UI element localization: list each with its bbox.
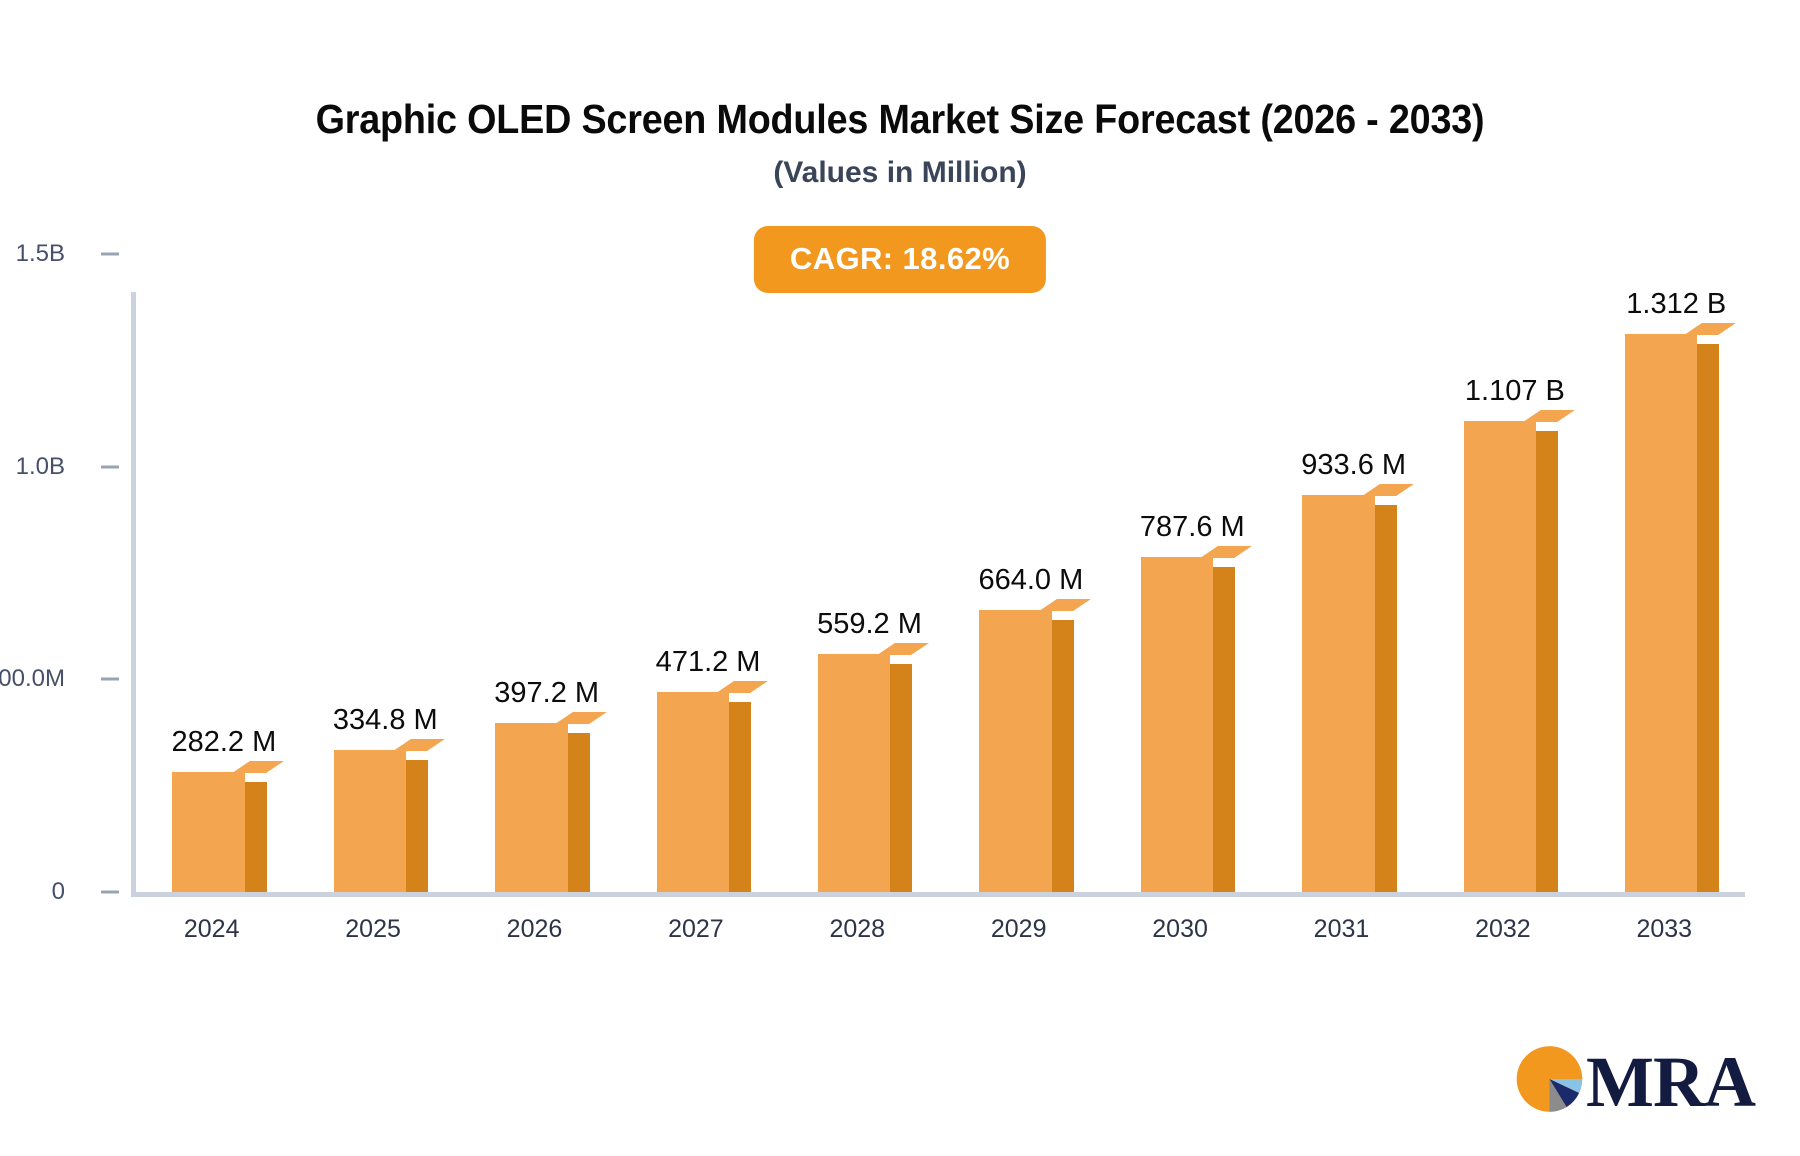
y-tick-mark — [101, 465, 119, 469]
bar — [818, 654, 891, 892]
bar-side-face — [244, 781, 267, 892]
bar-top-face — [1684, 322, 1737, 335]
chart-subtitle: (Values in Million) — [773, 156, 1027, 190]
bar-top-face — [1523, 410, 1575, 423]
bar-side-face — [1536, 431, 1559, 892]
bar — [333, 749, 407, 892]
logo-text: MRA — [1586, 1041, 1756, 1122]
x-tick-label: 2024 — [183, 915, 240, 943]
x-tick-label: 2033 — [1636, 915, 1693, 943]
bar-top-face — [877, 643, 930, 656]
bar-top-face — [1361, 483, 1414, 496]
bar-top-face — [393, 738, 446, 751]
mra-logo: MRA — [1512, 1040, 1756, 1123]
bar-top-face — [1038, 598, 1091, 611]
bar-top-face — [1200, 546, 1253, 559]
bar-side-face — [567, 733, 590, 892]
bar-value-label: 282.2 M — [171, 725, 277, 758]
y-tick-label: 1.0B — [15, 452, 65, 480]
x-tick-label: 2025 — [345, 915, 401, 943]
x-tick-label: 2032 — [1475, 915, 1531, 943]
x-tick-label: 2031 — [1313, 915, 1370, 943]
bar — [172, 771, 245, 892]
bar-slot: 334.8 M — [333, 240, 446, 892]
bar-slot: 559.2 M — [817, 240, 930, 892]
bar-value-label: 471.2 M — [655, 645, 761, 678]
x-tick-label: 2027 — [668, 915, 724, 943]
bar-value-label: 397.2 M — [494, 677, 600, 710]
bar-side-face — [890, 664, 913, 892]
chart-title: Graphic OLED Screen Modules Market Size … — [315, 96, 1485, 142]
bar-side-face — [1051, 619, 1074, 892]
y-axis-line — [131, 292, 136, 895]
bar-top-face — [554, 712, 607, 725]
bar-side-face — [729, 701, 752, 892]
x-tick-label: 2028 — [829, 915, 886, 943]
chart-header: Graphic OLED Screen Modules Market Size … — [0, 96, 1800, 191]
bar-side-face — [1697, 343, 1720, 892]
bar — [1140, 557, 1214, 892]
bar-value-label: 933.6 M — [1301, 448, 1407, 481]
bar-slot: 1.107 B — [1463, 240, 1575, 892]
pie-chart-icon — [1512, 1040, 1590, 1123]
bar-side-face — [1374, 504, 1397, 892]
bar-value-label: 787.6 M — [1139, 511, 1245, 544]
x-axis-line — [131, 892, 1745, 897]
bar-top-face — [716, 680, 768, 693]
bar — [1625, 333, 1698, 892]
bar-series: 282.2 M 334.8 M 397.2 M 471.2 M 559.2 M 664.0… — [131, 240, 1745, 892]
bar-value-label: 664.0 M — [978, 563, 1084, 596]
cagr-badge: CAGR: 18.62% — [753, 226, 1047, 293]
y-tick-label: 1.5B — [15, 240, 65, 267]
bar-value-label: 1.107 B — [1464, 375, 1565, 408]
y-tick-mark — [101, 890, 119, 894]
bar-slot: 471.2 M — [656, 240, 768, 892]
y-tick-mark — [101, 677, 119, 681]
bar — [495, 723, 568, 892]
bar-side-face — [406, 759, 429, 892]
y-tick-mark — [101, 252, 119, 256]
y-tick-label: 500.0M — [0, 665, 65, 693]
bar — [1302, 494, 1375, 892]
bar-value-label: 559.2 M — [817, 608, 922, 641]
bar — [656, 691, 730, 892]
bar-slot: 1.312 B — [1625, 240, 1737, 892]
bar-value-label: 1.312 B — [1626, 287, 1727, 320]
bar-slot: 787.6 M — [1140, 240, 1253, 892]
bar-slot: 664.0 M — [978, 240, 1091, 892]
bar — [1463, 421, 1537, 892]
bar — [979, 609, 1052, 892]
x-tick-label: 2030 — [1152, 915, 1208, 943]
bar-value-label: 334.8 M — [332, 703, 438, 736]
bar-top-face — [231, 760, 284, 773]
x-tick-label: 2026 — [506, 915, 563, 943]
bar-slot: 933.6 M — [1301, 240, 1414, 892]
bar-slot: 282.2 M — [171, 240, 284, 892]
x-tick-label: 2029 — [990, 915, 1047, 943]
y-tick-label: 0 — [51, 878, 65, 905]
bar-side-face — [1213, 567, 1236, 892]
bar-slot: 397.2 M — [494, 240, 607, 892]
